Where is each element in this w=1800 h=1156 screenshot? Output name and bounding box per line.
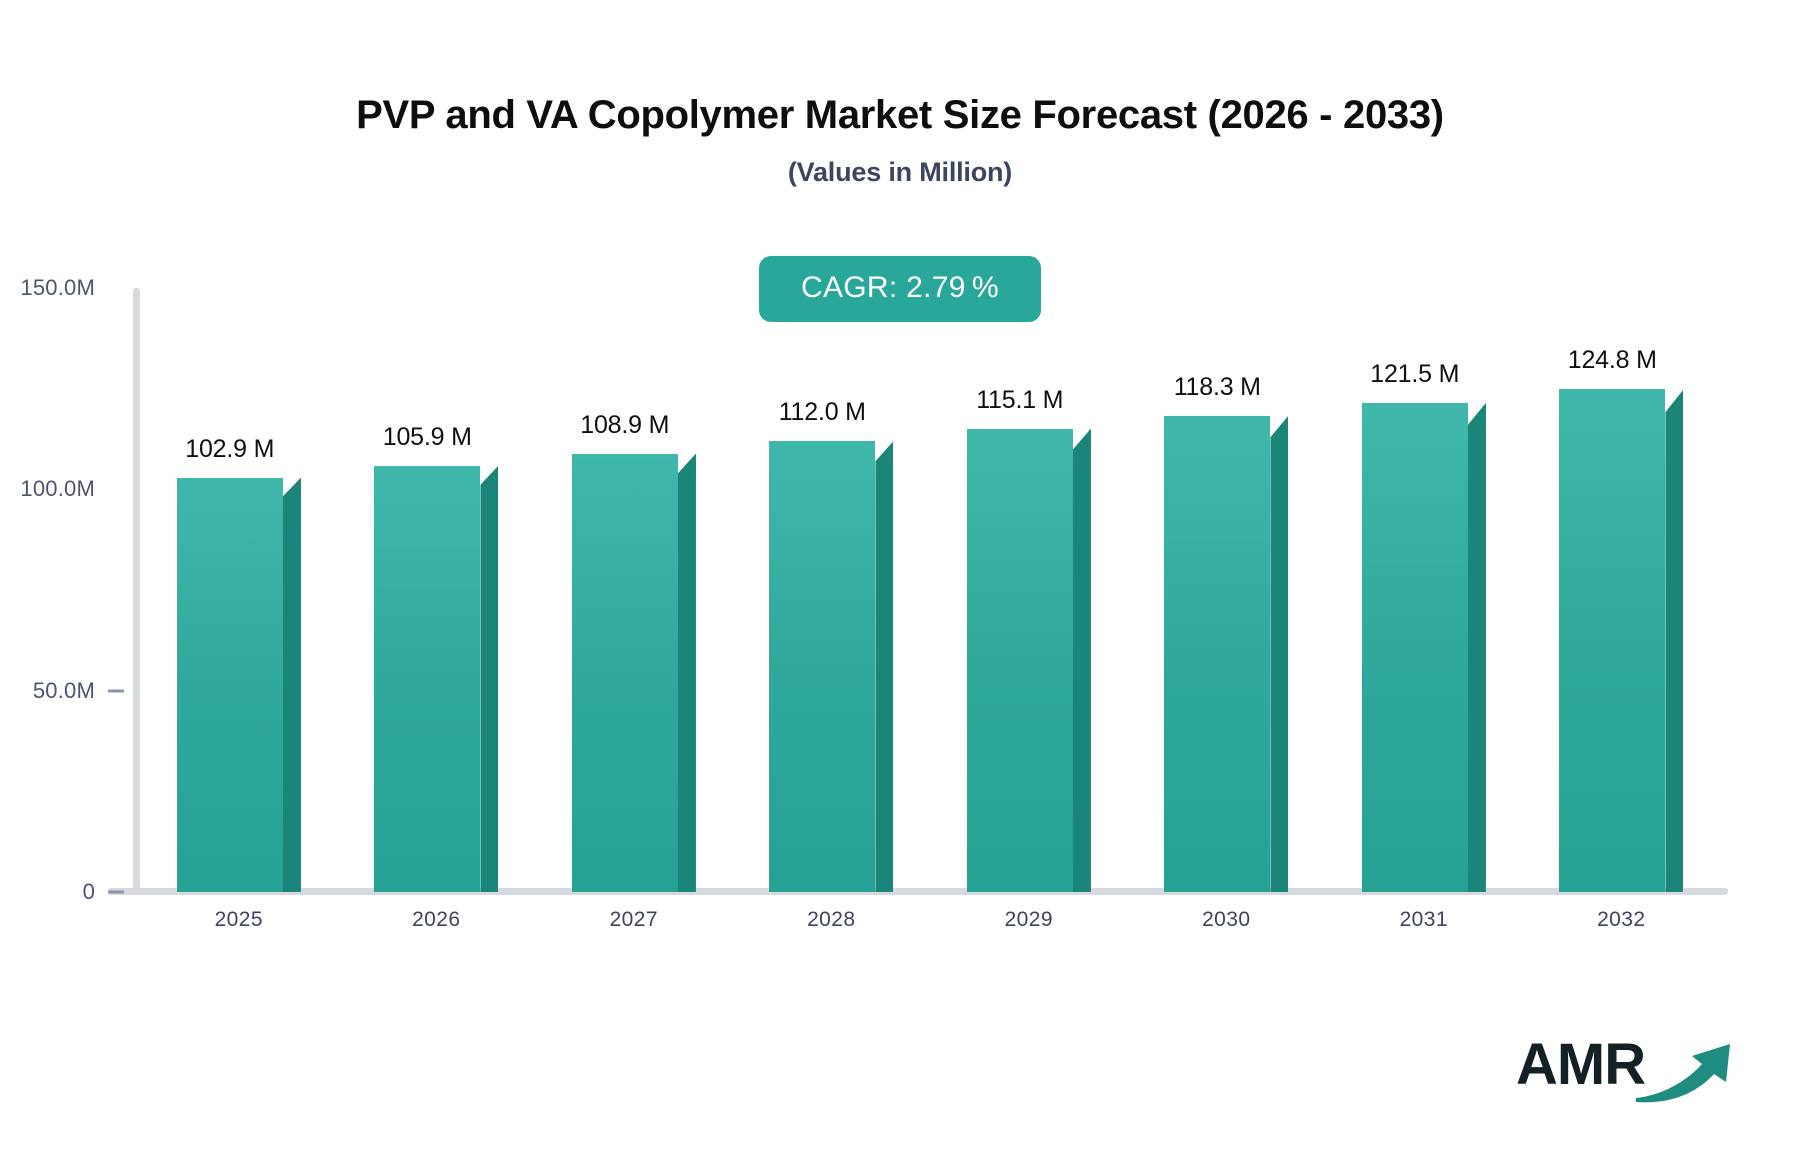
bar-value-label: 108.9 M bbox=[580, 410, 670, 439]
bar-side-face bbox=[1270, 415, 1289, 892]
bar[interactable] bbox=[1361, 402, 1486, 892]
bar-column[interactable]: 105.9 M bbox=[374, 288, 499, 892]
bar-side-face bbox=[282, 477, 301, 892]
y-axis-tick-label: 150.0M bbox=[20, 275, 95, 300]
bar-front-face bbox=[176, 477, 283, 892]
bar-series: 102.9 M 105.9 M 108.9 M 112.0 M 115.1 M 118.3… bbox=[140, 288, 1720, 892]
cagr-badge-container: CAGR: 2.79 % bbox=[0, 256, 1800, 322]
bar-side-face bbox=[1665, 389, 1684, 892]
bar-value-label: 102.9 M bbox=[185, 434, 275, 463]
bar-side-face bbox=[480, 465, 499, 892]
bar[interactable] bbox=[1559, 389, 1684, 892]
bar-value-label: 121.5 M bbox=[1370, 359, 1460, 388]
x-axis-tick-label: 2030 bbox=[1202, 908, 1251, 931]
bar-front-face bbox=[571, 453, 678, 892]
y-axis-tick-mark bbox=[108, 689, 124, 693]
x-axis-tick-label: 2028 bbox=[807, 908, 856, 931]
x-axis-tick-label: 2029 bbox=[1004, 908, 1053, 931]
bar-value-label: 118.3 M bbox=[1173, 372, 1261, 401]
y-axis-tick-label: 100.0M bbox=[20, 476, 95, 502]
y-axis-tick-label: 50.0M bbox=[32, 677, 95, 703]
x-axis-tick-label: 2032 bbox=[1597, 908, 1646, 931]
bar-column[interactable]: 124.8 M bbox=[1559, 288, 1684, 892]
bar-front-face bbox=[1164, 415, 1271, 892]
bar-front-face bbox=[966, 428, 1073, 892]
bar[interactable] bbox=[571, 453, 696, 892]
bar-side-face bbox=[1072, 428, 1091, 892]
bar-side-face bbox=[677, 453, 696, 892]
chart-header: PVP and VA Copolymer Market Size Forecas… bbox=[0, 92, 1800, 188]
bar-value-label: 112.0 M bbox=[778, 398, 866, 427]
bar-front-face bbox=[374, 465, 481, 892]
bar-column[interactable]: 118.3 M bbox=[1164, 288, 1289, 892]
y-axis-tick-mark bbox=[108, 890, 124, 894]
x-axis-tick-label: 2026 bbox=[412, 908, 461, 931]
x-axis-tick-label: 2031 bbox=[1399, 908, 1448, 931]
bar-front-face bbox=[1559, 389, 1666, 892]
bar[interactable] bbox=[1164, 415, 1289, 892]
bar-value-label: 115.1 M bbox=[976, 385, 1064, 414]
bar-column[interactable]: 121.5 M bbox=[1361, 288, 1486, 892]
bar-front-face bbox=[769, 441, 876, 892]
y-axis-line bbox=[133, 288, 140, 894]
amr-logo: AMR bbox=[1516, 1026, 1746, 1122]
bar[interactable] bbox=[769, 441, 894, 892]
bar-value-label: 105.9 M bbox=[382, 422, 472, 451]
bar-value-label: 124.8 M bbox=[1567, 346, 1657, 375]
bar-column[interactable]: 102.9 M bbox=[176, 288, 301, 892]
x-axis-tick-label: 2027 bbox=[609, 908, 658, 931]
bar[interactable] bbox=[374, 465, 499, 892]
bar-side-face bbox=[1467, 402, 1486, 892]
x-axis-line bbox=[108, 888, 1728, 895]
bar-front-face bbox=[1361, 402, 1468, 892]
bar[interactable] bbox=[966, 428, 1091, 892]
growth-arrow-icon bbox=[1634, 1032, 1746, 1104]
status-badge: CAGR: 2.79 % bbox=[758, 256, 1041, 322]
page-title: PVP and VA Copolymer Market Size Forecas… bbox=[356, 93, 1444, 137]
bar-column[interactable]: 108.9 M bbox=[571, 288, 696, 892]
chart-subtitle: (Values in Million) bbox=[787, 157, 1013, 188]
x-axis-tick-label: 2025 bbox=[214, 908, 263, 931]
bar-column[interactable]: 115.1 M bbox=[966, 288, 1091, 892]
bar[interactable] bbox=[176, 477, 301, 892]
y-axis-tick-label: 0 bbox=[82, 879, 95, 904]
bar-column[interactable]: 112.0 M bbox=[769, 288, 894, 892]
logo-wordmark: AMR bbox=[1516, 1032, 1646, 1097]
bar-side-face bbox=[875, 441, 894, 892]
